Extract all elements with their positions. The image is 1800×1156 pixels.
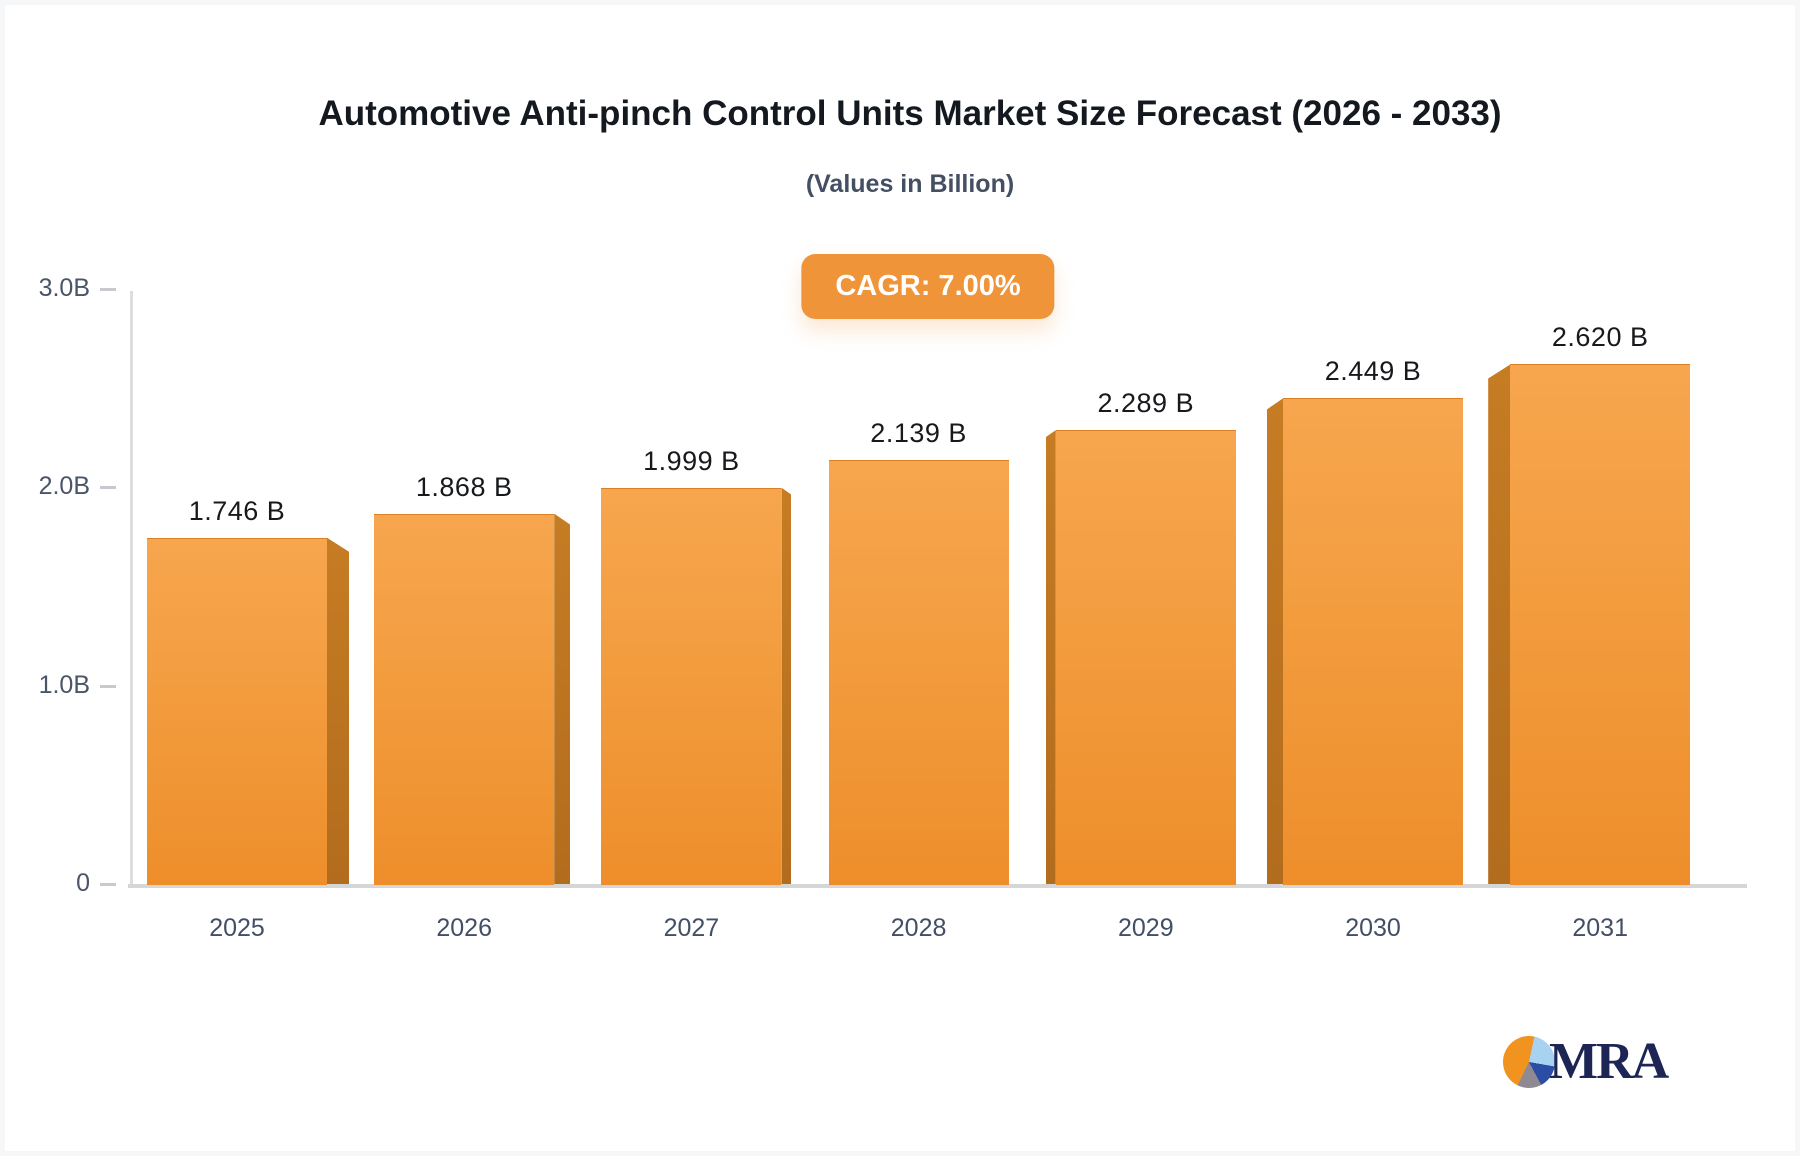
bar-side-2029 <box>1045 430 1056 884</box>
chart-subtitle: (Values in Billion) <box>805 170 1015 198</box>
pie-chart-icon <box>1503 1036 1555 1088</box>
x-axis-label-2030: 2030 <box>1345 914 1401 942</box>
y-axis-line <box>130 291 133 884</box>
x-axis-label-2028: 2028 <box>890 914 947 942</box>
bar-side-2027 <box>781 487 792 884</box>
y-tick-label-1.0B: 1.0B <box>38 670 90 699</box>
brand-logo-text: MRA <box>1549 1033 1669 1090</box>
x-axis-label-2026: 2026 <box>436 914 492 942</box>
bar-value-label-2025: 1.746 B <box>188 495 286 526</box>
bar-side-2025 <box>327 537 349 884</box>
y-tick-mark <box>100 486 116 490</box>
x-axis-label-2027: 2027 <box>663 914 720 942</box>
bar-2029 <box>1055 430 1236 885</box>
chart-title: Automotive Anti-pinch Control Units Mark… <box>318 94 1502 133</box>
y-tick-mark <box>100 288 116 292</box>
y-tick-mark <box>100 684 116 688</box>
bar-2030 <box>1283 398 1463 885</box>
bar-side-2026 <box>554 513 571 884</box>
bar-value-label-2027: 1.999 B <box>643 445 740 476</box>
bar-side-2030 <box>1267 398 1283 884</box>
brand-logo: MRA <box>1503 1033 1669 1090</box>
y-tick-label-2.0B: 2.0B <box>38 472 90 501</box>
y-tick-label-0: 0 <box>76 869 90 897</box>
bar-2028 <box>828 459 1009 885</box>
bar-value-label-2031: 2.620 B <box>1551 322 1649 353</box>
bar-2026 <box>374 513 555 885</box>
bar-side-2031 <box>1488 364 1511 884</box>
y-tick-label-3.0B: 3.0B <box>38 274 90 303</box>
bar-2027 <box>601 487 782 885</box>
y-tick-mark <box>100 883 116 886</box>
bar-value-label-2029: 2.289 B <box>1097 388 1195 419</box>
x-axis-label-2031: 2031 <box>1572 914 1628 942</box>
x-axis-label-2029: 2029 <box>1117 914 1174 942</box>
bar-value-label-2030: 2.449 B <box>1324 356 1422 387</box>
cagr-badge: CAGR: 7.00% <box>801 254 1055 319</box>
bar-2025 <box>147 537 327 885</box>
bar-value-label-2026: 1.868 B <box>415 471 513 502</box>
bar-2031 <box>1510 364 1691 885</box>
x-axis-label-2025: 2025 <box>209 914 265 942</box>
x-axis-baseline <box>128 884 1747 888</box>
bar-value-label-2028: 2.139 B <box>870 417 967 448</box>
